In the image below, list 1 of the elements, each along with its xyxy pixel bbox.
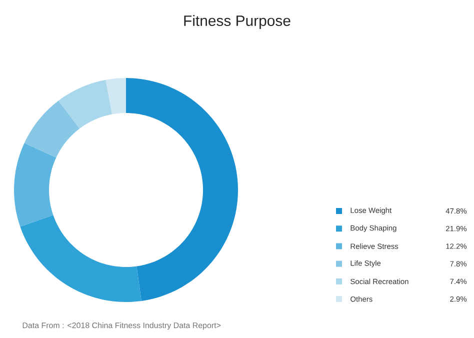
chart-title: Fitness Purpose (184, 15, 290, 29)
